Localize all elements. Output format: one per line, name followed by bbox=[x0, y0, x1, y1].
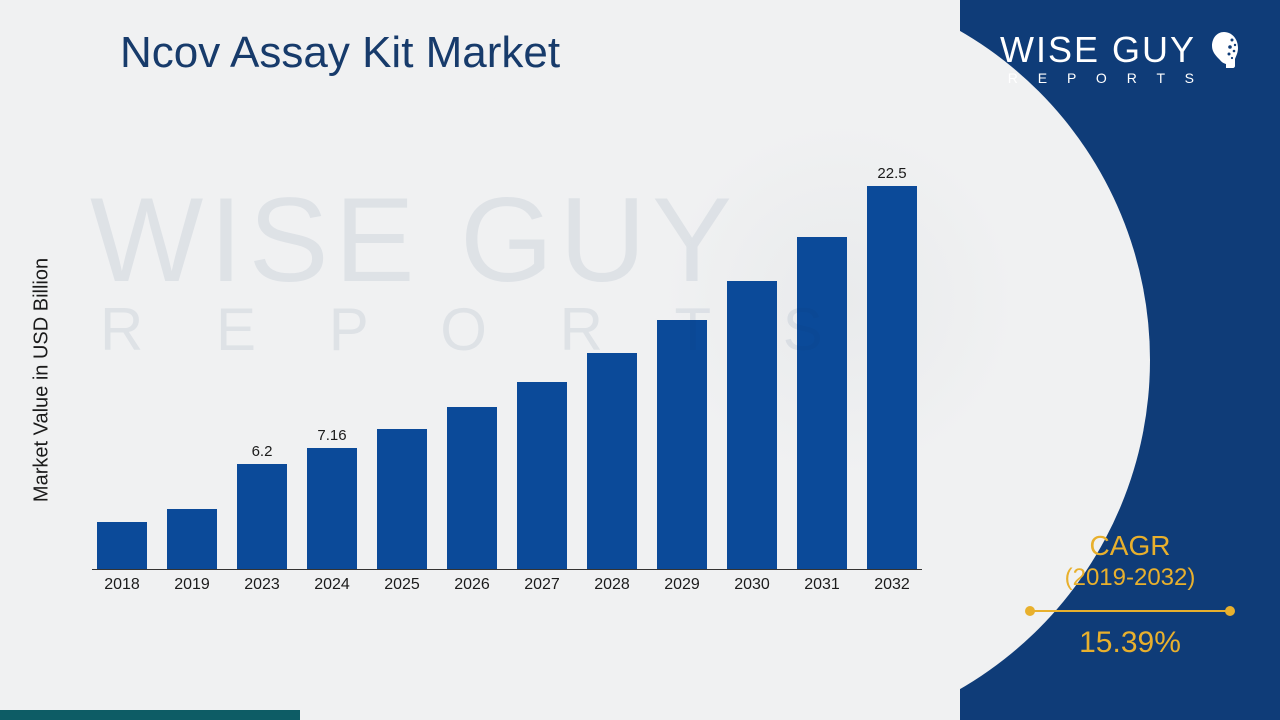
bar-column: 6.2 bbox=[236, 160, 288, 570]
bar bbox=[657, 320, 707, 570]
bar bbox=[237, 464, 287, 570]
bars-container: 6.2 7.16 22.5 bbox=[92, 160, 922, 570]
x-tick-label: 2025 bbox=[376, 570, 428, 600]
bar-column: 22.5 bbox=[866, 160, 918, 570]
x-tick-label: 2018 bbox=[96, 570, 148, 600]
head-icon bbox=[1202, 28, 1246, 72]
bar-column bbox=[446, 160, 498, 570]
cagr-title: CAGR bbox=[1010, 530, 1250, 562]
bar-column bbox=[376, 160, 428, 570]
cagr-range: (2019-2032) bbox=[1010, 564, 1250, 592]
bar-column: 7.16 bbox=[306, 160, 358, 570]
logo-main: WISE GUY bbox=[1000, 28, 1246, 72]
y-axis-label: Market Value in USD Billion bbox=[31, 258, 54, 502]
x-tick-label: 2031 bbox=[796, 570, 848, 600]
bar-column bbox=[96, 160, 148, 570]
bar-column bbox=[166, 160, 218, 570]
x-tick-label: 2032 bbox=[866, 570, 918, 600]
bar bbox=[377, 429, 427, 570]
bottom-accent-bar bbox=[0, 710, 300, 720]
bar-chart: Market Value in USD Billion 6.27.1622.5 … bbox=[52, 160, 922, 600]
x-tick-label: 2026 bbox=[446, 570, 498, 600]
bar bbox=[167, 509, 217, 571]
bar-column bbox=[516, 160, 568, 570]
cagr-divider bbox=[1030, 610, 1230, 612]
bar-value-label: 6.2 bbox=[236, 443, 288, 460]
x-ticks: 2018 2019 2023 2024 2025 2026 2027 2028 2029 2030… bbox=[92, 570, 922, 600]
bar-column bbox=[586, 160, 638, 570]
logo: WISE GUY R E P O R T S bbox=[1000, 28, 1246, 86]
page-title: Ncov Assay Kit Market bbox=[120, 28, 560, 78]
x-tick-label: 2028 bbox=[586, 570, 638, 600]
bar bbox=[517, 382, 567, 570]
bar bbox=[97, 522, 147, 570]
x-tick-label: 2024 bbox=[306, 570, 358, 600]
bar-column bbox=[656, 160, 708, 570]
cagr-block: CAGR (2019-2032) 15.39% bbox=[1010, 530, 1250, 660]
bar bbox=[307, 448, 357, 570]
cagr-value: 15.39% bbox=[1010, 626, 1250, 660]
logo-text: WISE GUY bbox=[1000, 29, 1196, 71]
x-tick-label: 2029 bbox=[656, 570, 708, 600]
x-tick-label: 2027 bbox=[516, 570, 568, 600]
canvas-root: WISE GUY R E P O R T S WISE GUY R E P O … bbox=[0, 0, 1280, 720]
bar-value-label: 22.5 bbox=[866, 165, 918, 182]
x-tick-label: 2023 bbox=[236, 570, 288, 600]
bar-column bbox=[726, 160, 778, 570]
x-tick-label: 2019 bbox=[166, 570, 218, 600]
logo-sub: R E P O R T S bbox=[1000, 70, 1202, 86]
bar-value-label: 7.16 bbox=[306, 427, 358, 444]
x-tick-label: 2030 bbox=[726, 570, 778, 600]
bar bbox=[797, 237, 847, 570]
bar bbox=[727, 281, 777, 570]
plot-area: 6.2 7.16 22.5 bbox=[92, 160, 922, 570]
bar-column bbox=[796, 160, 848, 570]
bar bbox=[447, 407, 497, 570]
bar bbox=[587, 353, 637, 570]
bar bbox=[867, 186, 917, 570]
